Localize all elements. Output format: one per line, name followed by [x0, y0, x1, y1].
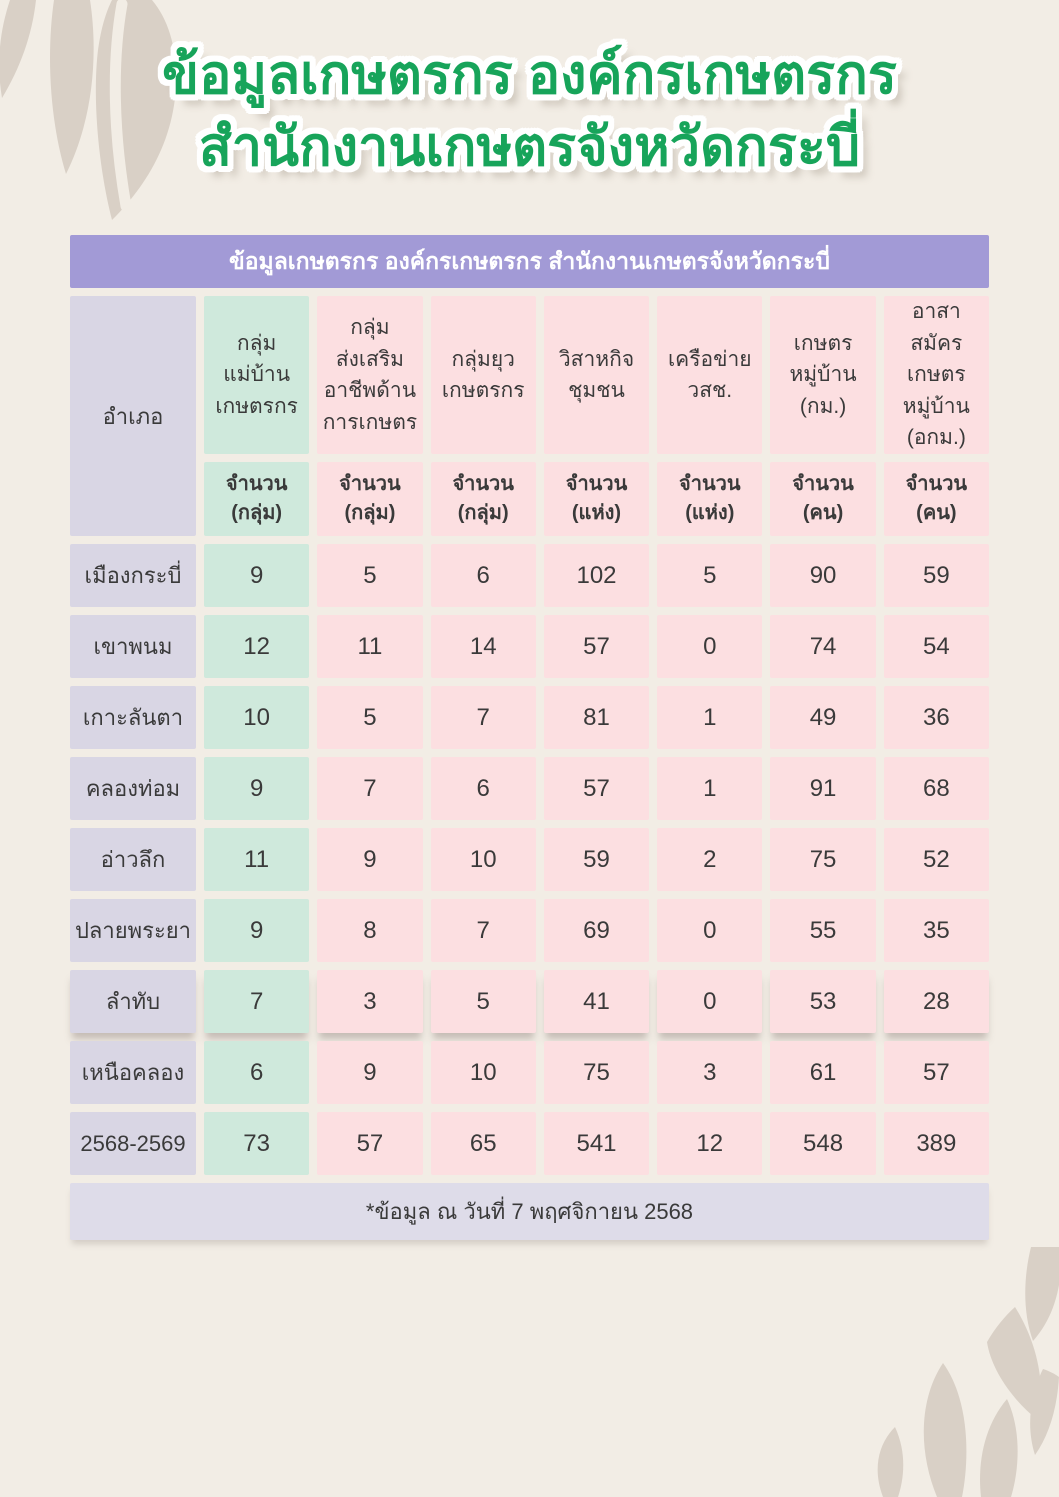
column-header-housewife-group: กลุ่ม แม่บ้าน เกษตรกร: [204, 296, 310, 454]
value-cell: 0: [657, 615, 763, 678]
value-cell: 7: [204, 970, 310, 1033]
column-unit-village-farmer-volunteer: จำนวน (คน): [883, 462, 989, 536]
value-cell: 9: [317, 828, 423, 891]
value-cell: 5: [317, 544, 423, 607]
value-cell: 389: [883, 1112, 989, 1175]
column-unit-village-farmer: จำนวน (คน): [770, 462, 876, 536]
value-cell: 10: [430, 828, 536, 891]
column-unit-young-farmer-group: จำนวน (กลุ่ม): [430, 462, 536, 536]
value-cell: 10: [430, 1041, 536, 1104]
value-cell: 10: [204, 686, 310, 749]
value-cell: 102: [543, 544, 650, 607]
value-cell: 59: [543, 828, 650, 891]
value-cell: 1: [657, 686, 763, 749]
value-cell: 65: [430, 1112, 536, 1175]
district-label: เหนือคลอง: [70, 1041, 196, 1104]
value-cell: 90: [770, 544, 876, 607]
value-cell: 9: [317, 1041, 423, 1104]
column-unit-community-enterprise: จำนวน (แห่ง): [543, 462, 650, 536]
leaf-decoration-bottom-right: [877, 1247, 1059, 1497]
value-cell: 14: [430, 615, 536, 678]
district-label: 2568-2569: [70, 1112, 196, 1175]
value-cell: 57: [543, 757, 650, 820]
column-header-career-promotion-group: กลุ่ม ส่งเสริม อาชีพด้าน การเกษตร: [317, 296, 423, 454]
district-label: อ่าวลึก: [70, 828, 196, 891]
column-header-village-farmer: เกษตร หมู่บ้าน (กม.): [770, 296, 876, 454]
value-cell: 6: [204, 1041, 310, 1104]
column-unit-enterprise-network: จำนวน (แห่ง): [657, 462, 763, 536]
value-cell: 9: [204, 544, 310, 607]
value-cell: 12: [204, 615, 310, 678]
column-header-young-farmer-group: กลุ่มยุว เกษตรกร: [430, 296, 536, 454]
value-cell: 548: [770, 1112, 876, 1175]
value-cell: 3: [317, 970, 423, 1033]
value-cell: 5: [317, 686, 423, 749]
value-cell: 74: [770, 615, 876, 678]
value-cell: 7: [430, 899, 536, 962]
column-header-village-farmer-volunteer: อาสา สมัคร เกษตร หมู่บ้าน (อกม.): [883, 296, 989, 454]
value-cell: 91: [770, 757, 876, 820]
value-cell: 6: [430, 544, 536, 607]
column-header-community-enterprise: วิสาหกิจ ชุมชน: [543, 296, 650, 454]
value-cell: 41: [543, 970, 650, 1033]
district-label: ปลายพระยา: [70, 899, 196, 962]
value-cell: 5: [430, 970, 536, 1033]
value-cell: 0: [657, 899, 763, 962]
value-cell: 7: [317, 757, 423, 820]
value-cell: 541: [543, 1112, 650, 1175]
value-cell: 7: [430, 686, 536, 749]
value-cell: 3: [657, 1041, 763, 1104]
page-title-line1: ข้อมูลเกษตรกร องค์กรเกษตรกร: [162, 45, 897, 105]
value-cell: 52: [883, 828, 989, 891]
column-header-district: อำเภอ: [70, 296, 196, 536]
value-cell: 11: [317, 615, 423, 678]
value-cell: 1: [657, 757, 763, 820]
value-cell: 54: [883, 615, 989, 678]
value-cell: 81: [543, 686, 650, 749]
value-cell: 75: [770, 828, 876, 891]
value-cell: 57: [543, 615, 650, 678]
data-table: ข้อมูลเกษตรกร องค์กรเกษตรกร สำนักงานเกษต…: [70, 235, 989, 1240]
value-cell: 11: [204, 828, 310, 891]
value-cell: 36: [883, 686, 989, 749]
value-cell: 35: [883, 899, 989, 962]
value-cell: 28: [883, 970, 989, 1033]
page-title-line2: สำนักงานเกษตรจังหวัดกระบี่: [198, 116, 861, 177]
column-unit-housewife-group: จำนวน (กลุ่ม): [204, 462, 310, 536]
value-cell: 61: [770, 1041, 876, 1104]
value-cell: 49: [770, 686, 876, 749]
value-cell: 73: [204, 1112, 310, 1175]
value-cell: 57: [883, 1041, 989, 1104]
value-cell: 5: [657, 544, 763, 607]
table-header-bar: ข้อมูลเกษตรกร องค์กรเกษตรกร สำนักงานเกษต…: [70, 235, 989, 288]
column-header-enterprise-network: เครือข่าย วสช.: [657, 296, 763, 454]
district-label: ลำทับ: [70, 970, 196, 1033]
value-cell: 55: [770, 899, 876, 962]
district-label: เมืองกระบี่: [70, 544, 196, 607]
value-cell: 57: [317, 1112, 423, 1175]
district-label: คลองท่อม: [70, 757, 196, 820]
value-cell: 68: [883, 757, 989, 820]
value-cell: 12: [657, 1112, 763, 1175]
value-cell: 69: [543, 899, 650, 962]
page-title: ข้อมูลเกษตรกร องค์กรเกษตรกร สำนักงานเกษต…: [0, 40, 1059, 184]
value-cell: 75: [543, 1041, 650, 1104]
value-cell: 6: [430, 757, 536, 820]
table-footnote: *ข้อมูล ณ วันที่ 7 พฤศจิกายน 2568: [70, 1183, 989, 1240]
column-unit-career-promotion-group: จำนวน (กลุ่ม): [317, 462, 423, 536]
value-cell: 2: [657, 828, 763, 891]
value-cell: 0: [657, 970, 763, 1033]
district-label: เขาพนม: [70, 615, 196, 678]
value-cell: 8: [317, 899, 423, 962]
value-cell: 59: [883, 544, 989, 607]
value-cell: 9: [204, 757, 310, 820]
value-cell: 9: [204, 899, 310, 962]
district-label: เกาะลันตา: [70, 686, 196, 749]
value-cell: 53: [770, 970, 876, 1033]
